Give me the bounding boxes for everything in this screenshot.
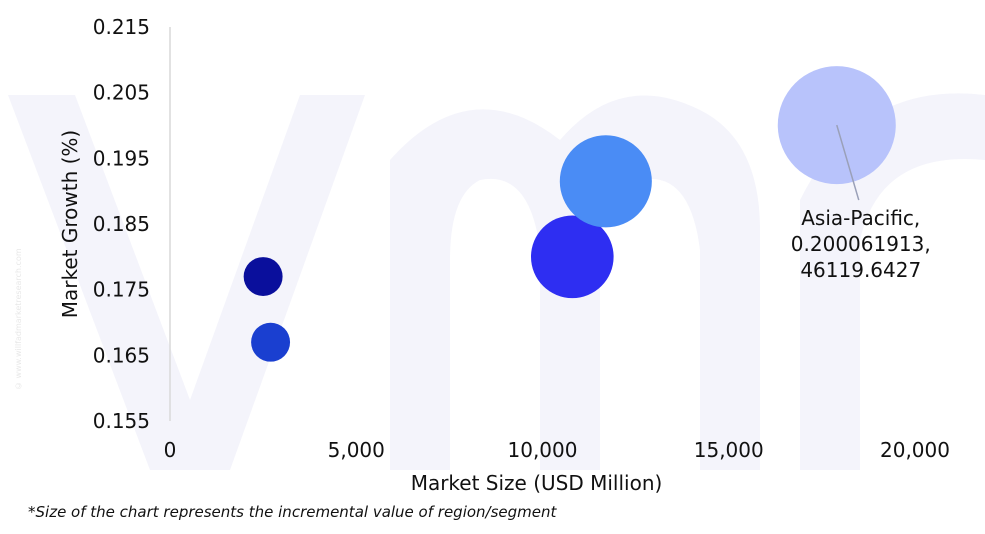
y-tick-label: 0.195 bbox=[93, 146, 150, 170]
y-tick-label: 0.175 bbox=[93, 278, 150, 302]
footnote: *Size of the chart represents the increm… bbox=[28, 503, 557, 521]
bubble bbox=[559, 135, 652, 228]
x-tick-label: 5,000 bbox=[328, 438, 385, 462]
data-label: Asia-Pacific, bbox=[801, 206, 920, 230]
y-tick-label: 0.155 bbox=[93, 409, 150, 433]
x-axis-title: Market Size (USD Million) bbox=[411, 471, 663, 495]
bubble bbox=[531, 215, 614, 299]
data-label: 0.200061913, bbox=[791, 232, 931, 256]
x-tick-label: 15,000 bbox=[694, 438, 764, 462]
watermark-shape-v bbox=[8, 95, 365, 470]
bubble bbox=[243, 257, 283, 297]
x-tick-label: 10,000 bbox=[508, 438, 578, 462]
watermark-shape-r bbox=[800, 93, 985, 470]
y-tick-label: 0.215 bbox=[93, 15, 150, 39]
x-tick-label: 0 bbox=[164, 438, 177, 462]
x-tick-label: 20,000 bbox=[880, 438, 950, 462]
y-tick-label: 0.185 bbox=[93, 212, 150, 236]
y-axis-title: Market Growth (%) bbox=[58, 130, 82, 318]
y-tick-label: 0.165 bbox=[93, 343, 150, 367]
watermark-text: © www.willfadmarketresearch.com bbox=[14, 248, 23, 390]
bubble bbox=[251, 322, 291, 362]
data-label: 46119.6427 bbox=[800, 258, 921, 282]
y-tick-label: 0.205 bbox=[93, 81, 150, 105]
label-leader-line bbox=[836, 124, 860, 201]
